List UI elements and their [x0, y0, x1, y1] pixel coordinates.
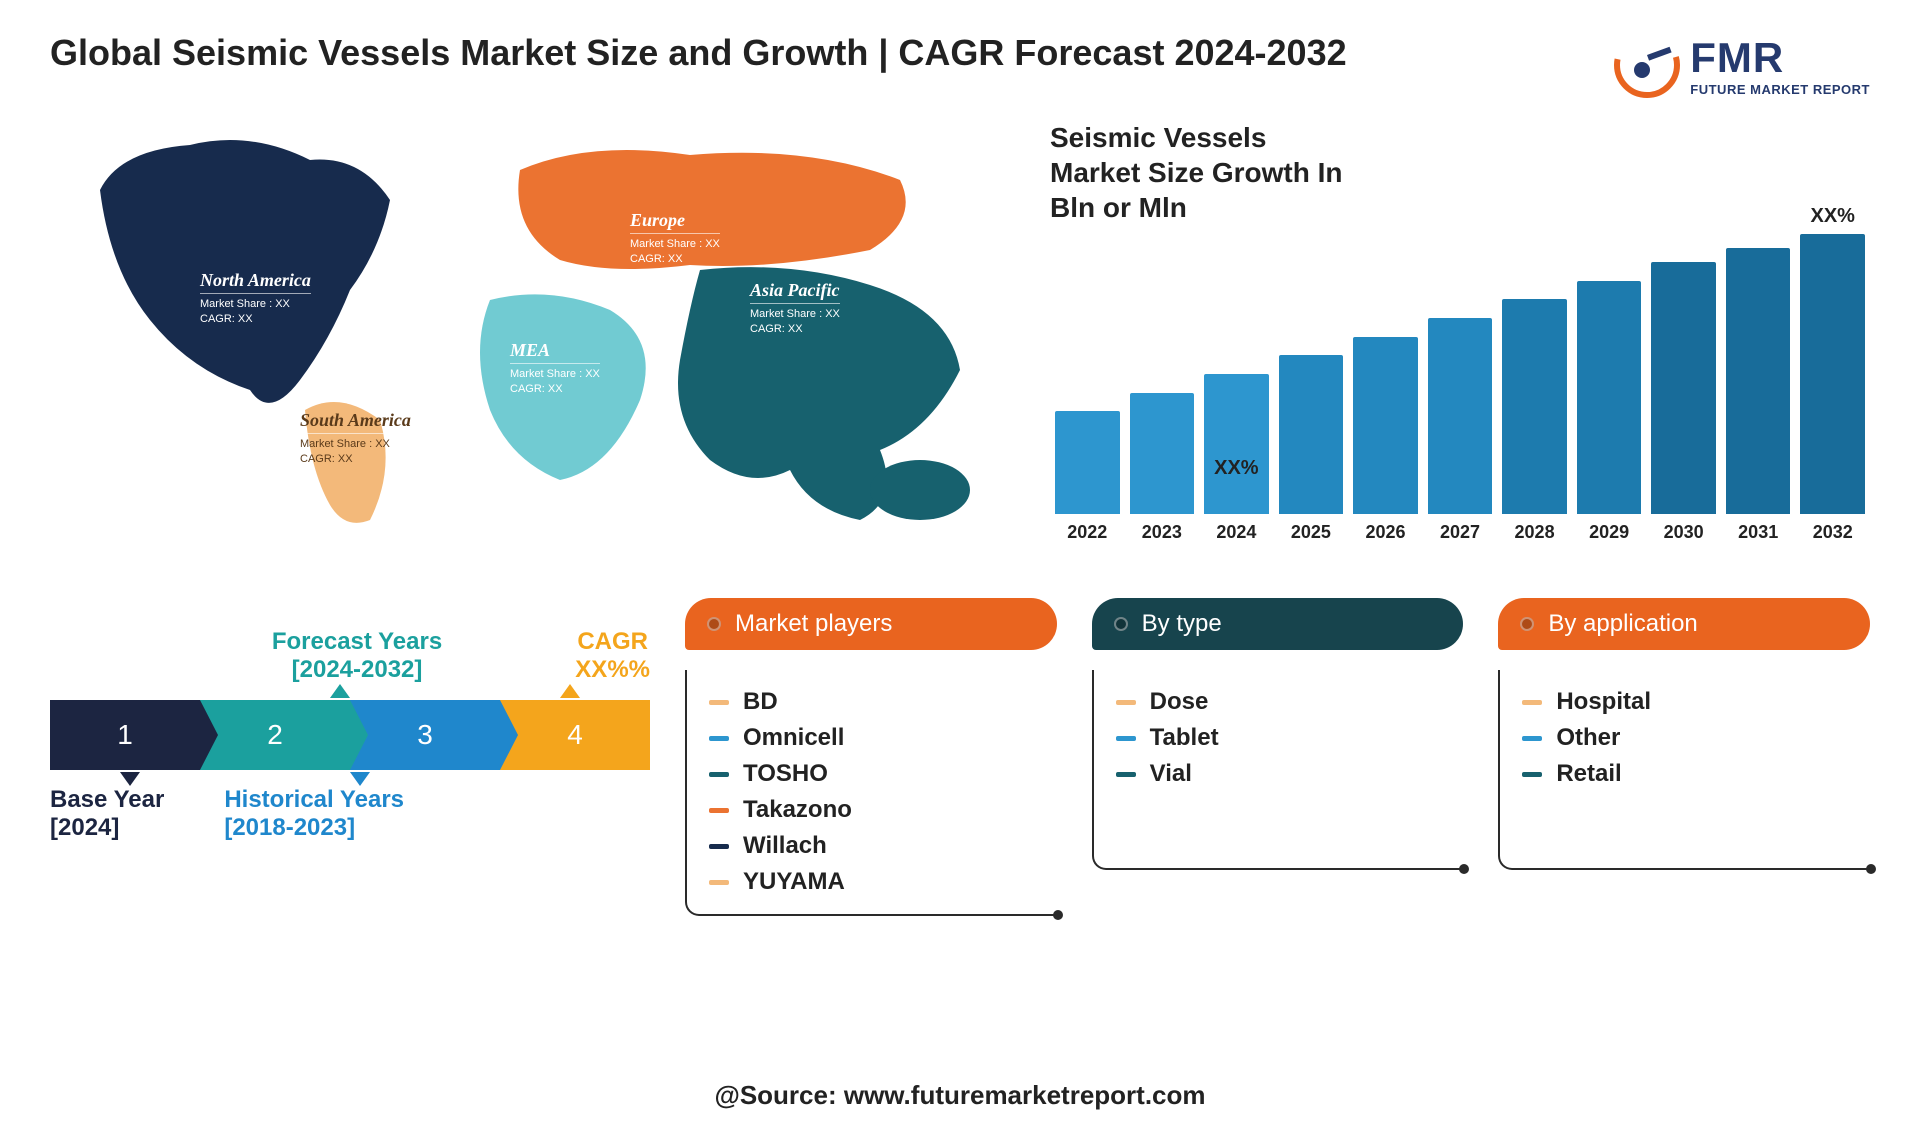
- bar-2026: 2026: [1353, 337, 1418, 543]
- bar-2028: 2028: [1502, 299, 1567, 543]
- logo-subtitle: FUTURE MARKET REPORT: [1690, 82, 1870, 97]
- bars-container: 202220232024XX%2025202620272028202920302…: [1050, 243, 1870, 543]
- list-item: Takazono: [709, 792, 1047, 828]
- list-item: Dose: [1116, 684, 1454, 720]
- cagr-label: CAGR XX%%: [575, 628, 650, 684]
- market-players-column: Market players BDOmnicellTOSHOTakazonoWi…: [685, 598, 1057, 916]
- by-application-list: HospitalOtherRetail: [1522, 684, 1860, 792]
- list-item: YUYAMA: [709, 864, 1047, 900]
- telescope-icon: [1612, 30, 1682, 100]
- historical-years-label: Historical Years [2018-2023]: [224, 786, 404, 842]
- bar-2030: 2030: [1651, 262, 1716, 543]
- timeline-segment-1: 1: [50, 700, 200, 770]
- by-type-title: By type: [1142, 610, 1222, 638]
- header: Global Seismic Vessels Market Size and G…: [50, 30, 1870, 100]
- timeline-bar: 1234: [50, 700, 650, 770]
- by-application-column: By application HospitalOtherRetail: [1498, 598, 1870, 870]
- list-item: BD: [709, 684, 1047, 720]
- source-attribution: @Source: www.futuremarketreport.com: [714, 1080, 1205, 1111]
- main-row: North AmericaMarket Share : XXCAGR: XX So…: [50, 110, 1870, 543]
- region-label-sa: South AmericaMarket Share : XXCAGR: XX: [300, 410, 411, 467]
- list-item: Retail: [1522, 756, 1860, 792]
- by-application-pill: By application: [1498, 598, 1870, 650]
- region-label-ap: Asia PacificMarket Share : XXCAGR: XX: [750, 280, 840, 337]
- timeline-segment-3: 3: [350, 700, 500, 770]
- list-item: Other: [1522, 720, 1860, 756]
- logo-text: FMR: [1690, 34, 1870, 82]
- by-type-column: By type DoseTabletVial: [1092, 598, 1464, 870]
- chart-title: Seismic VesselsMarket Size Growth InBln …: [1050, 120, 1870, 225]
- region-label-mea: MEAMarket Share : XXCAGR: XX: [510, 340, 600, 397]
- market-players-title: Market players: [735, 610, 892, 638]
- timeline: Forecast Years [2024-2032] CAGR XX%% 123…: [50, 598, 650, 842]
- base-year-label: Base Year [2024]: [50, 786, 164, 842]
- bar-2031: 2031: [1726, 248, 1791, 543]
- list-item: Omnicell: [709, 720, 1047, 756]
- timeline-segment-2: 2: [200, 700, 350, 770]
- region-label-europe: EuropeMarket Share : XXCAGR: XX: [630, 210, 720, 267]
- bar-2024: 2024XX%: [1204, 374, 1269, 543]
- timeline-segment-4: 4: [500, 700, 650, 770]
- bar-2027: 2027: [1428, 318, 1493, 543]
- page-title: Global Seismic Vessels Market Size and G…: [50, 30, 1347, 75]
- world-map: North AmericaMarket Share : XXCAGR: XX So…: [50, 110, 1010, 540]
- map-svg: [50, 110, 1010, 540]
- by-application-title: By application: [1548, 610, 1697, 638]
- bar-2023: 2023: [1130, 393, 1195, 543]
- market-players-list: BDOmnicellTOSHOTakazonoWillachYUYAMA: [709, 684, 1047, 900]
- list-item: Willach: [709, 828, 1047, 864]
- bar-chart: Seismic VesselsMarket Size Growth InBln …: [1050, 110, 1870, 543]
- region-label-na: North AmericaMarket Share : XXCAGR: XX: [200, 270, 311, 327]
- market-players-pill: Market players: [685, 598, 1057, 650]
- bar-2022: 2022: [1055, 411, 1120, 543]
- fmr-logo: FMR FUTURE MARKET REPORT: [1612, 30, 1870, 100]
- forecast-label: Forecast Years [2024-2032]: [272, 628, 442, 684]
- bottom-row: Forecast Years [2024-2032] CAGR XX%% 123…: [50, 598, 1870, 916]
- bar-2032: 2032XX%: [1800, 234, 1865, 543]
- bar-2025: 2025: [1279, 355, 1344, 543]
- by-type-pill: By type: [1092, 598, 1464, 650]
- list-item: TOSHO: [709, 756, 1047, 792]
- list-item: Vial: [1116, 756, 1454, 792]
- list-item: Tablet: [1116, 720, 1454, 756]
- bar-2029: 2029: [1577, 281, 1642, 543]
- by-type-list: DoseTabletVial: [1116, 684, 1454, 792]
- list-item: Hospital: [1522, 684, 1860, 720]
